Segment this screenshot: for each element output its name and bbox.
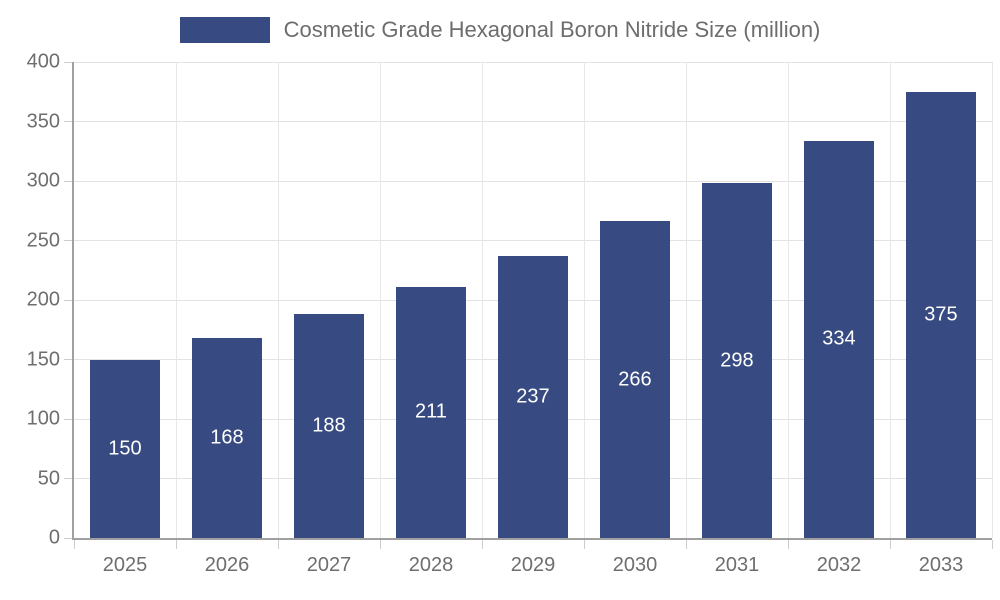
x-tick-label: 2030	[612, 554, 658, 576]
y-tick-label: 200	[26, 288, 60, 311]
bar: 298	[702, 183, 772, 538]
y-axis-tick	[64, 299, 72, 301]
gridline-horizontal	[74, 121, 992, 122]
y-axis-tick	[64, 180, 72, 182]
gridline-horizontal	[74, 61, 992, 63]
gridline-vertical	[379, 62, 381, 538]
bar-value-label: 168	[210, 426, 244, 449]
y-axis-tick	[64, 537, 72, 539]
x-axis-tick	[73, 540, 75, 549]
y-axis-tick	[64, 478, 72, 479]
x-axis-tick	[481, 540, 483, 549]
x-axis-tick	[379, 540, 381, 549]
bar-value-label: 150	[108, 437, 142, 460]
x-tick-label: 2033	[918, 554, 964, 576]
y-tick-label: 50	[37, 467, 60, 489]
bar-value-label: 334	[822, 327, 856, 350]
x-axis-tick	[991, 540, 993, 549]
bar: 375	[906, 91, 976, 538]
gridline-vertical	[787, 62, 789, 538]
gridline-vertical	[889, 62, 891, 538]
bar-value-label: 237	[516, 385, 550, 408]
bar: 150	[90, 359, 160, 538]
x-axis-tick	[175, 540, 177, 549]
gridline-vertical	[991, 62, 993, 538]
x-tick-label: 2027	[306, 554, 352, 576]
gridline-vertical	[685, 62, 687, 538]
y-axis-tick	[64, 121, 72, 122]
y-axis-tick	[64, 418, 72, 420]
x-tick-label: 2031	[714, 554, 760, 576]
bar: 188	[294, 314, 364, 538]
y-tick-label: 100	[26, 407, 60, 430]
y-axis-tick	[64, 359, 72, 360]
x-axis-tick	[889, 540, 891, 549]
y-tick-label: 300	[26, 169, 60, 192]
y-axis-tick	[64, 240, 72, 241]
x-axis-tick	[277, 540, 279, 549]
bar-value-label: 188	[312, 414, 346, 437]
x-tick-label: 2032	[816, 554, 862, 576]
bar-value-label: 375	[924, 303, 958, 326]
x-axis-tick	[685, 540, 687, 549]
y-tick-label: 400	[26, 50, 60, 73]
x-tick-label: 2029	[510, 554, 556, 576]
plot-area: 0 50 100 150 200 250 300 350 400 150 2025 168 2026 18…	[27, 51, 993, 576]
legend-label: Cosmetic Grade Hexagonal Boron Nitride S…	[283, 17, 821, 42]
bar-value-label: 298	[720, 349, 754, 372]
y-tick-label: 150	[26, 348, 60, 370]
gridline-vertical	[175, 62, 177, 538]
x-tick-label: 2028	[408, 554, 454, 576]
bar: 266	[600, 221, 670, 538]
gridline-vertical	[277, 62, 279, 538]
y-tick-label: 350	[26, 110, 60, 132]
x-tick-label: 2026	[204, 554, 250, 576]
legend-swatch	[179, 17, 270, 43]
gridline-horizontal	[74, 180, 992, 182]
bar: 168	[192, 338, 262, 538]
bar: 237	[498, 255, 568, 538]
gridline-vertical	[481, 62, 483, 538]
gridline-vertical	[583, 62, 585, 538]
x-axis-tick	[583, 540, 585, 549]
x-tick-label: 2025	[102, 554, 148, 576]
y-tick-label: 250	[26, 229, 60, 251]
bar: 334	[804, 140, 874, 538]
bar-value-label: 266	[618, 368, 652, 391]
bar: 211	[396, 286, 466, 538]
x-axis-tick	[787, 540, 789, 549]
gridline-horizontal	[74, 240, 992, 241]
bar-value-label: 211	[415, 400, 447, 423]
legend[interactable]: Cosmetic Grade Hexagonal Boron Nitride S…	[0, 15, 1000, 45]
y-tick-label: 0	[48, 526, 60, 549]
y-axis-tick	[64, 61, 72, 63]
